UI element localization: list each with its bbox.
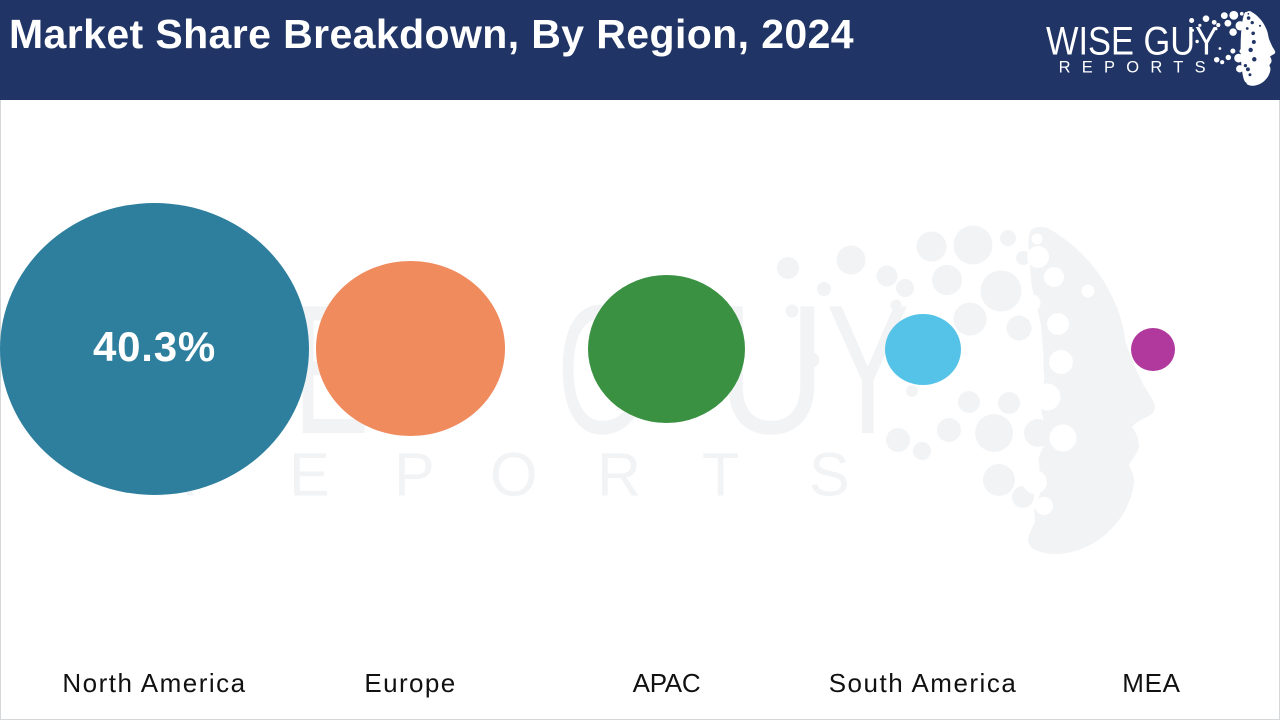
svg-text:WISE GUY: WISE GUY (1046, 20, 1218, 64)
